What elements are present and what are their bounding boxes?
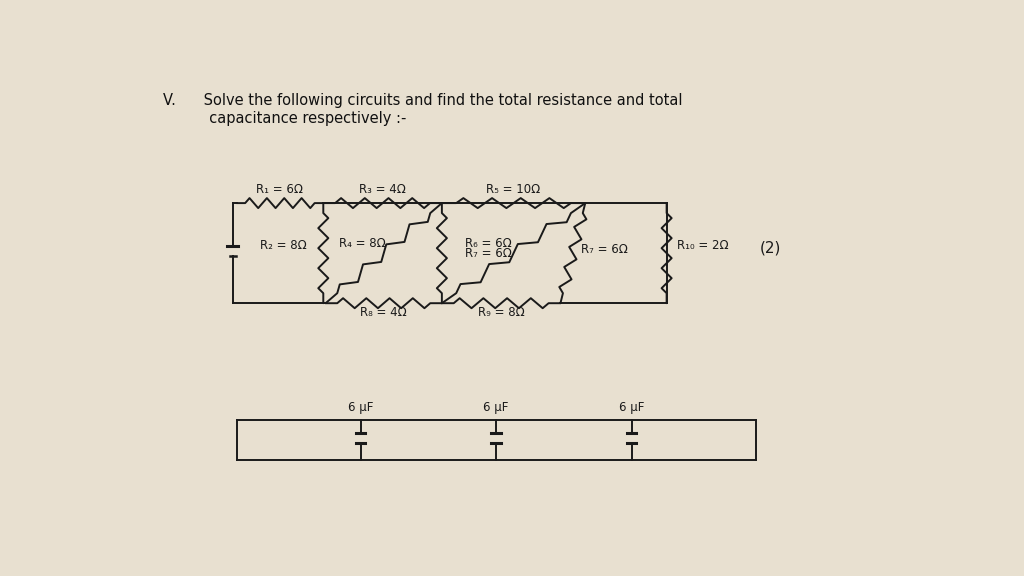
Text: R₅ = 10Ω: R₅ = 10Ω xyxy=(486,183,541,196)
Text: V.      Solve the following circuits and find the total resistance and total: V. Solve the following circuits and find… xyxy=(163,93,682,108)
Text: R₃ = 4Ω: R₃ = 4Ω xyxy=(359,183,407,196)
Text: R₂ = 8Ω: R₂ = 8Ω xyxy=(259,239,306,252)
Text: capacitance respectively :-: capacitance respectively :- xyxy=(163,111,407,126)
Text: 6 μF: 6 μF xyxy=(348,401,373,414)
Text: R₁ = 6Ω: R₁ = 6Ω xyxy=(256,183,303,196)
Text: R₈ = 4Ω: R₈ = 4Ω xyxy=(360,305,408,319)
Text: R₉ = 8Ω: R₉ = 8Ω xyxy=(478,305,524,319)
Text: R₄ = 8Ω: R₄ = 8Ω xyxy=(339,237,385,250)
Text: 6 μF: 6 μF xyxy=(483,401,509,414)
Text: R₇ = 6Ω: R₇ = 6Ω xyxy=(465,247,512,260)
Text: R₁₀ = 2Ω: R₁₀ = 2Ω xyxy=(678,239,729,252)
Text: R₆ = 6Ω: R₆ = 6Ω xyxy=(465,237,512,250)
Text: 6 μF: 6 μF xyxy=(620,401,644,414)
Text: (2): (2) xyxy=(760,240,781,255)
Text: R₇ = 6Ω: R₇ = 6Ω xyxy=(581,243,628,256)
